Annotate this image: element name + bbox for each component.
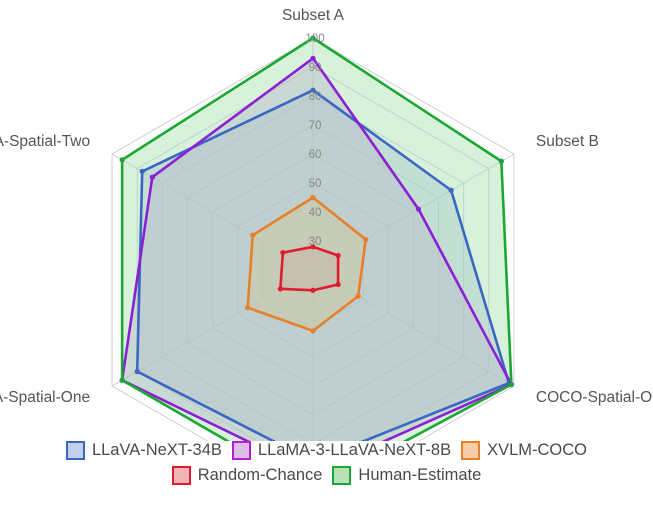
radial-tick-label: 40 bbox=[309, 207, 322, 219]
series-point bbox=[119, 157, 125, 163]
radial-tick-label: 70 bbox=[309, 120, 322, 132]
radar-tick-labels: 100 90 80 70 60 50 40 30 bbox=[305, 33, 324, 248]
legend-label-llava-next-34b: LLaVA-NeXT-34B bbox=[91, 441, 222, 459]
radar-series-areas bbox=[122, 38, 512, 441]
legend-row-2: Random-Chance Human-Estimate bbox=[171, 466, 481, 485]
series-point bbox=[245, 305, 251, 311]
radial-tick-label: 100 bbox=[305, 33, 324, 45]
series-point bbox=[139, 168, 145, 174]
series-point bbox=[310, 87, 316, 93]
legend-label-xvlm-coco: XVLM-COCO bbox=[487, 441, 588, 459]
series-point bbox=[119, 377, 125, 383]
legend-item-human-estimate[interactable]: Human-Estimate bbox=[332, 466, 481, 485]
series-point bbox=[134, 368, 140, 375]
legend-swatch-random-chance bbox=[171, 466, 191, 485]
legend-label-llama3-llava-next-8b: LLaMA-3-LLaVA-NeXT-8B bbox=[257, 441, 452, 459]
legend-swatch-llama3-llava-next-8b bbox=[231, 441, 251, 460]
radial-tick-label: 90 bbox=[309, 62, 322, 74]
legend-item-llama3-llava-next-8b[interactable]: LLaMA-3-LLaVA-NeXT-8B bbox=[231, 441, 452, 460]
series-point bbox=[310, 287, 316, 293]
series-point bbox=[335, 252, 341, 259]
legend-row-1: LLaVA-NeXT-34B LLaMA-3-LLaVA-NeXT-8B XVL… bbox=[65, 441, 587, 460]
series-point bbox=[310, 35, 316, 41]
series-point bbox=[508, 381, 515, 388]
radial-tick-label: 60 bbox=[309, 149, 322, 161]
legend-label-human-estimate: Human-Estimate bbox=[358, 466, 482, 484]
chart-legend: LLaVA-NeXT-34B LLaMA-3-LLaVA-NeXT-8B XVL… bbox=[0, 441, 653, 485]
series-point bbox=[310, 55, 316, 61]
legend-label-random-chance: Random-Chance bbox=[197, 466, 323, 484]
axis-label-gqa-spatial-one: GQA-Spatial-One bbox=[0, 389, 90, 406]
radial-tick-label: 30 bbox=[309, 236, 322, 248]
radar-plot-area: 100 90 80 70 60 50 40 30 Subset A Subset B COCO-S… bbox=[0, 7, 653, 441]
series-area-llama-3-llava-next-8b bbox=[122, 58, 512, 441]
series-point bbox=[498, 158, 504, 164]
series-area-human-estimate bbox=[122, 38, 512, 441]
legend-swatch-llava-next-34b bbox=[65, 441, 85, 460]
axis-label-coco-spatial-one: COCO-Spatial-One bbox=[536, 389, 653, 406]
axis-label-gqa-spatial-two: GQA-Spatial-Two bbox=[0, 133, 90, 150]
radial-tick-label: 50 bbox=[309, 178, 322, 190]
series-area-random-chance bbox=[280, 246, 339, 291]
radar-series-points bbox=[119, 35, 515, 388]
axis-label-subset-a: Subset A bbox=[282, 7, 345, 24]
legend-swatch-xvlm-coco bbox=[461, 441, 481, 460]
series-point bbox=[310, 244, 316, 250]
radial-tick-label: 80 bbox=[309, 91, 322, 103]
series-point bbox=[280, 250, 286, 256]
legend-item-random-chance[interactable]: Random-Chance bbox=[171, 466, 323, 485]
series-point bbox=[149, 174, 155, 180]
series-point bbox=[335, 281, 341, 288]
legend-item-llava-next-34b[interactable]: LLaVA-NeXT-34B bbox=[65, 441, 222, 460]
series-point bbox=[310, 194, 316, 201]
series-area-xvlm-coco bbox=[247, 197, 366, 331]
series-point bbox=[277, 286, 283, 292]
series-point bbox=[310, 328, 316, 334]
series-point bbox=[355, 293, 361, 299]
axis-label-subset-b: Subset B bbox=[536, 133, 599, 150]
series-area-llava-next-34b bbox=[137, 90, 509, 441]
series-point bbox=[448, 187, 454, 193]
radar-axis-spokes bbox=[111, 38, 515, 441]
series-point bbox=[250, 232, 256, 238]
legend-swatch-human-estimate bbox=[332, 466, 352, 485]
legend-item-xvlm-coco[interactable]: XVLM-COCO bbox=[461, 441, 587, 460]
series-point bbox=[363, 236, 369, 243]
series-point bbox=[415, 206, 422, 212]
